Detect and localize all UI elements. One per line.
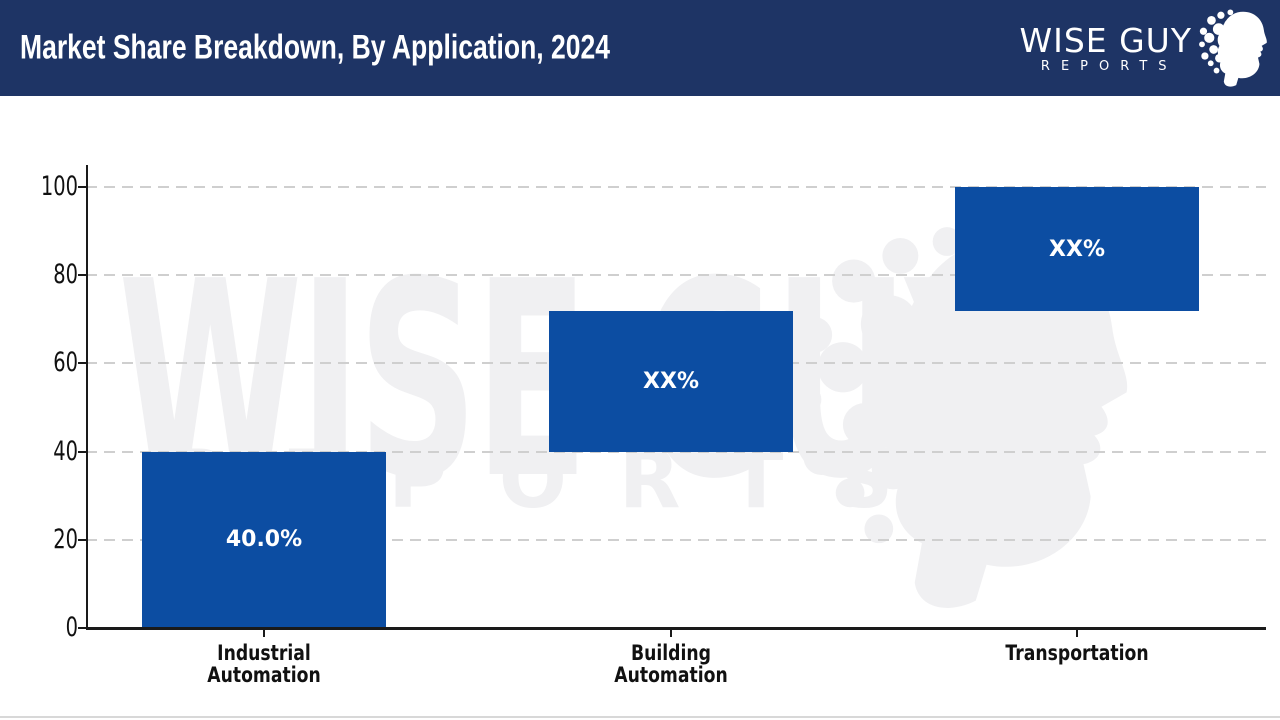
brand-logo-text: WISE GUY REPORTS <box>1019 24 1192 73</box>
x-tick-mark <box>1076 630 1078 637</box>
header-band: Market Share Breakdown, By Application, … <box>0 0 1280 96</box>
bar-building-automation: XX% <box>549 311 793 452</box>
chart-title: Market Share Breakdown, By Application, … <box>20 28 611 67</box>
y-tick-mark <box>78 362 86 365</box>
x-category-label-building-automation: Building Automation <box>556 642 786 686</box>
x-category-label-industrial-automation: Industrial Automation <box>149 642 379 686</box>
bar-industrial-automation: 40.0% <box>142 451 386 628</box>
bar-transportation: XX% <box>955 187 1199 312</box>
bar-value-label: XX% <box>1049 236 1105 262</box>
y-tick-mark <box>78 186 86 188</box>
gridline-80 <box>86 274 1266 277</box>
gridline-40 <box>86 450 1266 453</box>
x-category-label-transportation: Transportation <box>962 642 1192 664</box>
x-category-label-line: Industrial <box>217 641 311 665</box>
brand-wordmark: WISE GUY <box>1019 20 1192 60</box>
brand-face-icon <box>1199 9 1267 87</box>
brand-reports-text: REPORTS <box>1040 58 1178 74</box>
y-tick-label: 100 <box>40 171 78 202</box>
y-tick-mark <box>78 450 86 453</box>
bar-value-label: XX% <box>643 368 699 394</box>
x-category-label-line: Transportation <box>1005 641 1149 665</box>
bottom-divider <box>0 716 1280 718</box>
x-tick-mark <box>263 630 265 637</box>
y-tick-mark <box>78 538 86 541</box>
gridline-20 <box>86 538 1266 541</box>
y-tick-label: 40 <box>53 435 78 467</box>
y-tick-mark <box>78 274 86 277</box>
y-tick-label: 80 <box>53 259 78 291</box>
x-category-label-line: Building <box>630 641 712 665</box>
x-axis-spine <box>86 627 1266 630</box>
bar-value-label: 40.0% <box>225 527 303 553</box>
x-category-label-line: Automation <box>207 663 321 687</box>
brand-logo: WISE GUY REPORTS <box>1019 4 1274 92</box>
y-tick-label: 60 <box>53 347 78 379</box>
gridline-100 <box>86 186 1266 188</box>
y-axis-spine <box>86 165 88 630</box>
x-category-label-line: Automation <box>614 663 728 687</box>
y-tick-mark <box>78 627 86 629</box>
y-tick-label: 20 <box>53 523 78 555</box>
y-tick-label: 0 <box>65 612 78 643</box>
x-tick-mark <box>670 630 672 637</box>
